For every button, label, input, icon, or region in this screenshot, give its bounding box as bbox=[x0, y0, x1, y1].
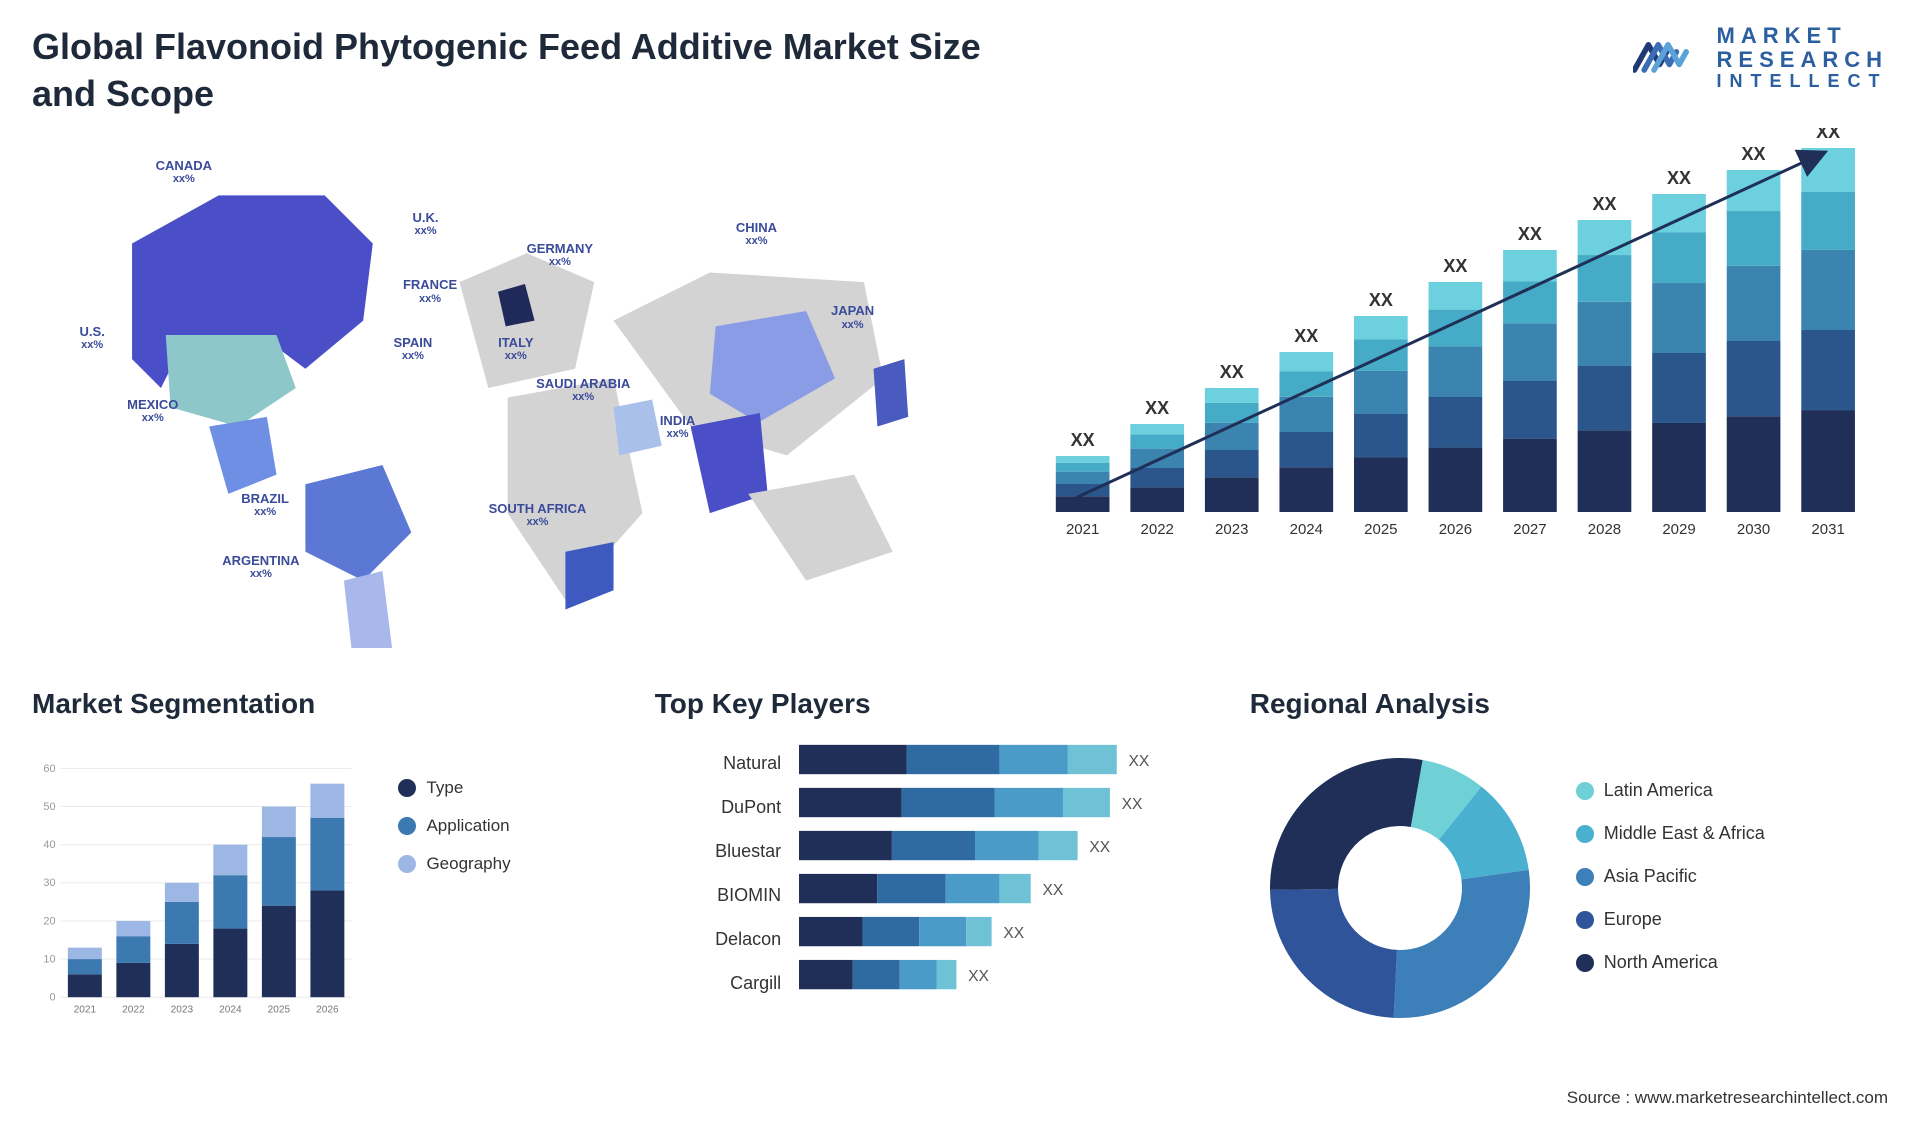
svg-text:2028: 2028 bbox=[1588, 521, 1621, 538]
brand-line1: MARKET bbox=[1717, 24, 1888, 48]
map-label-germany: GERMANYxx% bbox=[527, 242, 593, 268]
brand-wave-icon bbox=[1633, 32, 1703, 85]
regional-donut-chart bbox=[1250, 738, 1550, 1038]
svg-text:2025: 2025 bbox=[268, 1004, 291, 1015]
svg-text:XX: XX bbox=[1816, 128, 1840, 142]
svg-text:XX: XX bbox=[1071, 430, 1095, 450]
svg-text:50: 50 bbox=[43, 801, 55, 813]
svg-text:XX: XX bbox=[1145, 398, 1169, 418]
world-map bbox=[32, 128, 983, 648]
player-label-biomin: BIOMIN bbox=[655, 874, 781, 918]
svg-text:XX: XX bbox=[1122, 796, 1143, 813]
svg-text:XX: XX bbox=[1129, 753, 1150, 770]
svg-text:XX: XX bbox=[1667, 168, 1691, 188]
brand-logo: MARKET RESEARCH INTELLECT bbox=[1633, 24, 1888, 92]
player-label-dupont: DuPont bbox=[655, 786, 781, 830]
map-label-u-k-: U.K.xx% bbox=[412, 211, 438, 237]
svg-text:XX: XX bbox=[1742, 144, 1766, 164]
svg-text:2024: 2024 bbox=[1290, 521, 1323, 538]
svg-text:30: 30 bbox=[43, 877, 55, 889]
svg-text:2025: 2025 bbox=[1364, 521, 1397, 538]
svg-text:60: 60 bbox=[43, 762, 55, 774]
svg-text:XX: XX bbox=[968, 968, 989, 985]
map-label-canada: CANADAxx% bbox=[156, 159, 212, 185]
regional-legend: Latin America Middle East & Africa Asia Pa… bbox=[1576, 780, 1888, 995]
regional-title: Regional Analysis bbox=[1250, 688, 1888, 720]
svg-text:XX: XX bbox=[1369, 290, 1393, 310]
player-label-bluestar: Bluestar bbox=[655, 830, 781, 874]
map-label-mexico: MEXICOxx% bbox=[127, 398, 178, 424]
page-title: Global Flavonoid Phytogenic Feed Additiv… bbox=[32, 24, 1032, 118]
seg-legend-application: Application bbox=[398, 816, 614, 836]
brand-line2: RESEARCH bbox=[1717, 48, 1888, 72]
segmentation-chart: 0 10 20 30 40 50 60 2021 2022 2023 2024 2025 2026 bbox=[32, 738, 368, 1068]
svg-text:XX: XX bbox=[1003, 925, 1024, 942]
region-legend-north-america: North America bbox=[1576, 952, 1888, 973]
svg-text:40: 40 bbox=[43, 839, 55, 851]
player-label-natural: Natural bbox=[655, 742, 781, 786]
map-label-argentina: ARGENTINAxx% bbox=[222, 554, 299, 580]
svg-text:XX: XX bbox=[1220, 362, 1244, 382]
svg-text:0: 0 bbox=[49, 991, 55, 1003]
svg-text:2022: 2022 bbox=[1141, 521, 1174, 538]
region-legend-europe: Europe bbox=[1576, 909, 1888, 930]
svg-text:2026: 2026 bbox=[316, 1004, 339, 1015]
svg-text:XX: XX bbox=[1089, 839, 1110, 856]
player-label-cargill: Cargill bbox=[655, 962, 781, 1006]
svg-text:2023: 2023 bbox=[1215, 521, 1248, 538]
map-label-spain: SPAINxx% bbox=[393, 336, 432, 362]
players-chart: XX XX XX XX XX XX bbox=[799, 738, 1210, 1012]
svg-text:2022: 2022 bbox=[122, 1004, 145, 1015]
segmentation-legend: Type Application Geography bbox=[398, 738, 614, 1068]
seg-legend-geography: Geography bbox=[398, 854, 614, 874]
svg-text:XX: XX bbox=[1043, 882, 1064, 899]
region-legend-latin-america: Latin America bbox=[1576, 780, 1888, 801]
map-label-china: CHINAxx% bbox=[736, 221, 777, 247]
map-label-france: FRANCExx% bbox=[403, 278, 457, 304]
world-map-panel: CANADAxx% U.S.xx% MEXICOxx% BRAZILxx% ARGENT… bbox=[32, 128, 983, 648]
segmentation-title: Market Segmentation bbox=[32, 688, 615, 720]
region-legend-asia-pacific: Asia Pacific bbox=[1576, 866, 1888, 887]
map-label-u-s-: U.S.xx% bbox=[80, 325, 105, 351]
players-title: Top Key Players bbox=[655, 688, 1210, 720]
svg-text:2027: 2027 bbox=[1513, 521, 1546, 538]
growth-stacked-bar-chart: XX 2021 XX 2022 XX 2023 XX 2024 XX 2025 XX 2026 XX 20… bbox=[1023, 128, 1888, 588]
svg-text:XX: XX bbox=[1593, 194, 1617, 214]
svg-text:2021: 2021 bbox=[1066, 521, 1099, 538]
growth-chart-panel: XX 2021 XX 2022 XX 2023 XX 2024 XX 2025 XX 2026 XX 20… bbox=[1023, 128, 1888, 648]
svg-text:2023: 2023 bbox=[171, 1004, 194, 1015]
svg-text:2021: 2021 bbox=[74, 1004, 97, 1015]
map-label-japan: JAPANxx% bbox=[831, 304, 874, 330]
svg-text:XX: XX bbox=[1444, 256, 1468, 276]
svg-text:2030: 2030 bbox=[1737, 521, 1770, 538]
source-text: Source : www.marketresearchintellect.com bbox=[32, 1088, 1888, 1108]
svg-text:20: 20 bbox=[43, 915, 55, 927]
svg-text:2024: 2024 bbox=[219, 1004, 242, 1015]
region-legend-middle-east-africa: Middle East & Africa bbox=[1576, 823, 1888, 844]
brand-line3: INTELLECT bbox=[1717, 72, 1888, 92]
map-label-brazil: BRAZILxx% bbox=[241, 492, 289, 518]
svg-text:2026: 2026 bbox=[1439, 521, 1472, 538]
player-label-delacon: Delacon bbox=[655, 918, 781, 962]
svg-text:XX: XX bbox=[1518, 224, 1542, 244]
map-label-south-africa: SOUTH AFRICAxx% bbox=[489, 502, 587, 528]
players-labels: NaturalDuPontBluestarBIOMINDelaconCargil… bbox=[655, 738, 781, 1017]
svg-text:2031: 2031 bbox=[1812, 521, 1845, 538]
map-label-saudi-arabia: SAUDI ARABIAxx% bbox=[536, 377, 630, 403]
map-label-italy: ITALYxx% bbox=[498, 336, 533, 362]
map-label-india: INDIAxx% bbox=[660, 414, 695, 440]
svg-text:XX: XX bbox=[1295, 326, 1319, 346]
seg-legend-type: Type bbox=[398, 778, 614, 798]
svg-text:2029: 2029 bbox=[1663, 521, 1696, 538]
svg-text:10: 10 bbox=[43, 953, 55, 965]
